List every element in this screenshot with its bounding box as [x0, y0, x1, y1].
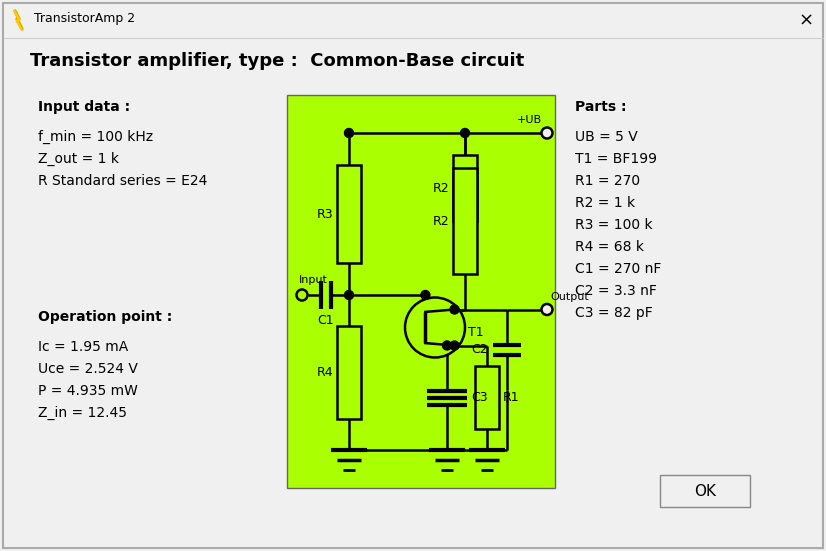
- Circle shape: [450, 341, 459, 350]
- Circle shape: [344, 128, 354, 138]
- Text: C2: C2: [472, 343, 488, 356]
- Circle shape: [542, 127, 553, 138]
- Text: T1 = BF199: T1 = BF199: [575, 152, 657, 166]
- Text: f_min = 100 kHz: f_min = 100 kHz: [38, 130, 153, 144]
- Circle shape: [450, 305, 459, 314]
- Polygon shape: [445, 341, 454, 348]
- Text: R2 = 1 k: R2 = 1 k: [575, 196, 635, 210]
- Circle shape: [461, 128, 469, 138]
- Text: Z_in = 12.45: Z_in = 12.45: [38, 406, 127, 420]
- Text: C2 = 3.3 nF: C2 = 3.3 nF: [575, 284, 657, 298]
- Text: R1: R1: [503, 391, 520, 404]
- Text: C3: C3: [471, 391, 487, 404]
- Bar: [660, 475, 750, 507]
- Text: R1 = 270: R1 = 270: [575, 174, 640, 188]
- Text: Z_out = 1 k: Z_out = 1 k: [38, 152, 119, 166]
- Text: T1: T1: [468, 326, 484, 339]
- Text: Parts :: Parts :: [575, 100, 626, 114]
- Text: C3 = 82 pF: C3 = 82 pF: [575, 306, 653, 320]
- Bar: [337, 165, 361, 263]
- Text: UB = 5 V: UB = 5 V: [575, 130, 638, 144]
- Text: R Standard series = E24: R Standard series = E24: [38, 174, 207, 188]
- Text: P = 4.935 mW: P = 4.935 mW: [38, 384, 138, 398]
- Circle shape: [344, 290, 354, 300]
- Text: C1 = 270 nF: C1 = 270 nF: [575, 262, 662, 276]
- Text: Operation point :: Operation point :: [38, 310, 173, 324]
- Text: Input data :: Input data :: [38, 100, 131, 114]
- Text: R2: R2: [432, 181, 449, 195]
- Circle shape: [421, 290, 430, 300]
- Text: Uce = 2.524 V: Uce = 2.524 V: [38, 362, 138, 376]
- Text: OK: OK: [694, 483, 716, 499]
- Bar: [475, 366, 499, 429]
- Text: R3: R3: [316, 208, 333, 220]
- Text: ×: ×: [799, 12, 814, 30]
- Text: TransistorAmp 2: TransistorAmp 2: [34, 12, 135, 25]
- Circle shape: [297, 289, 307, 300]
- Bar: [337, 326, 361, 419]
- Text: Output: Output: [550, 291, 589, 301]
- Text: +UB: +UB: [517, 115, 542, 125]
- Circle shape: [542, 304, 553, 315]
- Text: R3 = 100 k: R3 = 100 k: [575, 218, 653, 232]
- Bar: [453, 168, 477, 274]
- Text: R4: R4: [316, 366, 333, 379]
- Text: Input: Input: [299, 275, 328, 285]
- Polygon shape: [14, 10, 22, 30]
- Text: R4 = 68 k: R4 = 68 k: [575, 240, 644, 254]
- Text: Transistor amplifier, type :  Common-Base circuit: Transistor amplifier, type : Common-Base…: [30, 52, 525, 70]
- Bar: [287, 95, 555, 488]
- Text: R2: R2: [432, 215, 449, 228]
- Circle shape: [405, 298, 465, 358]
- Text: Ic = 1.95 mA: Ic = 1.95 mA: [38, 340, 128, 354]
- Bar: [453, 155, 477, 221]
- Text: C1: C1: [318, 314, 335, 327]
- Circle shape: [443, 341, 452, 350]
